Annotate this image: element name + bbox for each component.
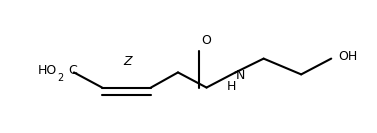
Text: HO: HO — [38, 64, 57, 77]
Text: O: O — [202, 34, 211, 47]
Text: N: N — [235, 69, 245, 82]
Text: H: H — [226, 80, 236, 93]
Text: C: C — [68, 64, 77, 77]
Text: Z: Z — [123, 55, 132, 68]
Text: 2: 2 — [57, 73, 63, 83]
Text: OH: OH — [339, 50, 358, 63]
